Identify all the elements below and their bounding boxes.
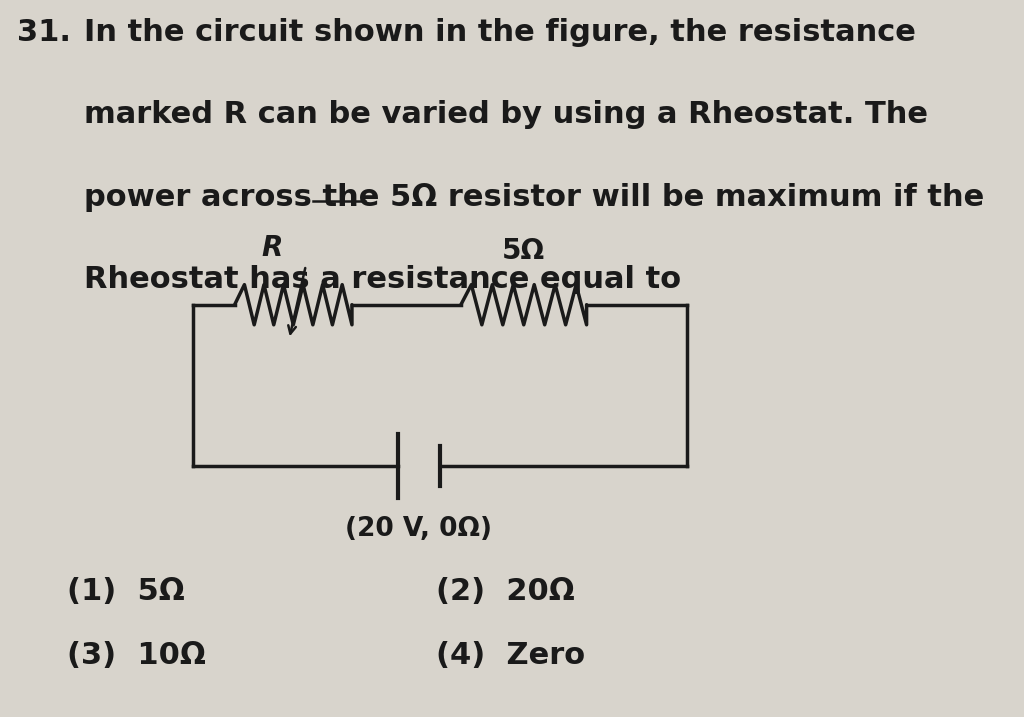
Text: 5Ω: 5Ω: [502, 237, 546, 265]
Text: (3)  10Ω: (3) 10Ω: [67, 642, 206, 670]
Text: (2)  20Ω: (2) 20Ω: [436, 577, 574, 606]
Text: marked R can be varied by using a Rheostat. The: marked R can be varied by using a Rheost…: [84, 100, 928, 129]
Text: R: R: [262, 234, 283, 262]
Text: 31.: 31.: [16, 18, 71, 47]
Text: (1)  5Ω: (1) 5Ω: [67, 577, 184, 606]
Text: Rheostat has a resistance equal to: Rheostat has a resistance equal to: [84, 265, 681, 294]
Text: In the circuit shown in the figure, the resistance: In the circuit shown in the figure, the …: [84, 18, 915, 47]
Text: power across the 5Ω resistor will be maximum if the: power across the 5Ω resistor will be max…: [84, 183, 984, 212]
Text: (20 V, 0Ω): (20 V, 0Ω): [345, 516, 493, 542]
Text: (4)  Zero: (4) Zero: [436, 642, 585, 670]
